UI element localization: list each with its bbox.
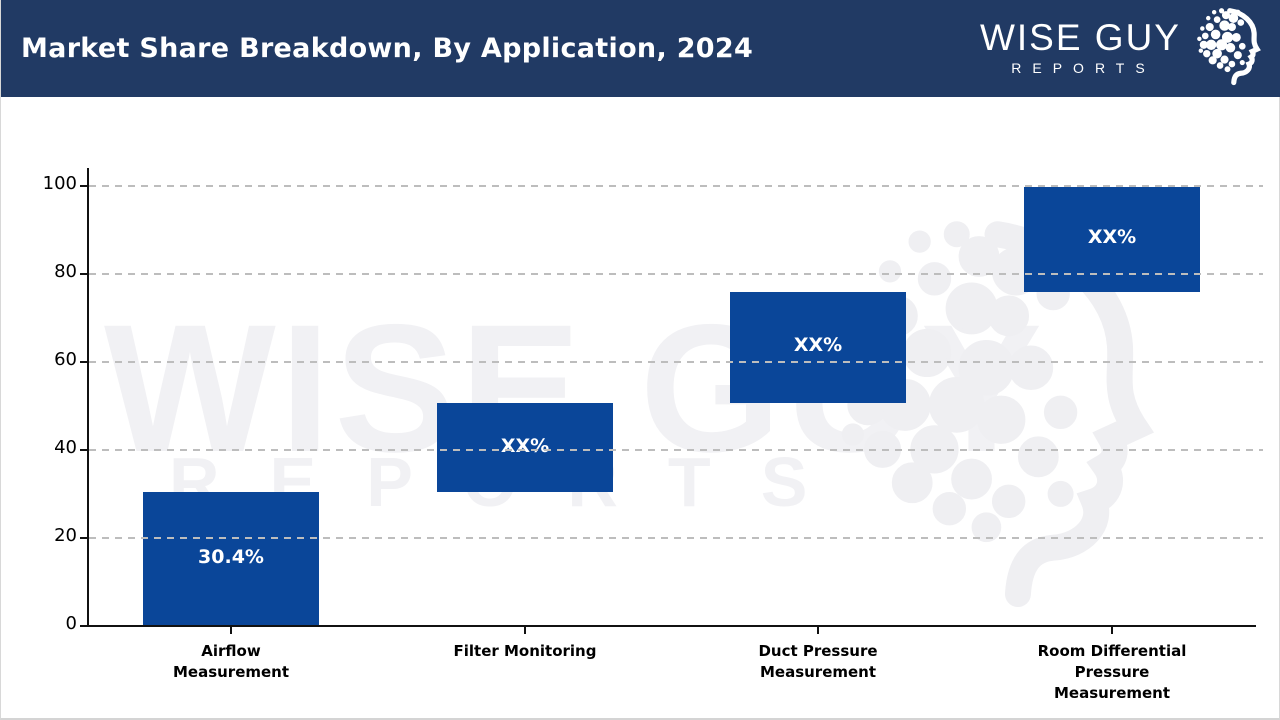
logo-text: WISE GUY REPORTS	[979, 17, 1181, 77]
bar	[143, 492, 319, 626]
logo-subtext: REPORTS	[1011, 60, 1156, 76]
y-tick-label: 60	[54, 349, 77, 370]
gridline	[89, 185, 1263, 187]
x-axis-line	[87, 625, 1256, 627]
gridline	[89, 449, 1263, 451]
x-tick	[230, 627, 232, 634]
bar-value-label: 30.4%	[198, 546, 264, 569]
wise-guy-logo: WISE GUY REPORTS	[980, 6, 1263, 88]
y-axis-line	[87, 168, 89, 627]
bar	[437, 402, 613, 493]
bar-value-label: XX%	[793, 334, 843, 357]
logo-head-icon	[1189, 6, 1263, 88]
gridline	[89, 361, 1263, 363]
bar	[730, 292, 906, 403]
y-tick-label: 80	[54, 261, 77, 282]
x-category-label: Filter Monitoring	[453, 642, 597, 660]
y-tick	[80, 273, 88, 275]
x-tick	[1111, 627, 1113, 634]
y-tick-label: 100	[42, 173, 77, 194]
header: Market Share Breakdown, By Application, …	[1, 0, 1280, 97]
x-tick	[524, 627, 526, 634]
bar-value-label: XX%	[1087, 226, 1137, 249]
x-category-label: Airflow Measurement	[172, 642, 290, 681]
x-category-label: Duct Pressure Measurement	[758, 642, 878, 681]
logo-wordmark: WISE GUY	[979, 17, 1181, 58]
y-tick-label: 20	[54, 525, 77, 546]
y-tick-label: 0	[65, 613, 77, 634]
y-tick-label: 40	[54, 437, 77, 458]
y-tick	[80, 625, 88, 627]
y-tick	[80, 537, 88, 539]
y-tick	[80, 185, 88, 187]
gridline	[89, 273, 1263, 275]
page-title: Market Share Breakdown, By Application, …	[21, 33, 754, 64]
gridline	[89, 537, 1263, 539]
x-category-label: Room Differential Pressure Measurement	[1037, 642, 1187, 702]
y-tick	[80, 361, 88, 363]
x-tick	[817, 627, 819, 634]
bar-value-label: XX%	[500, 434, 550, 457]
y-tick	[80, 449, 88, 451]
